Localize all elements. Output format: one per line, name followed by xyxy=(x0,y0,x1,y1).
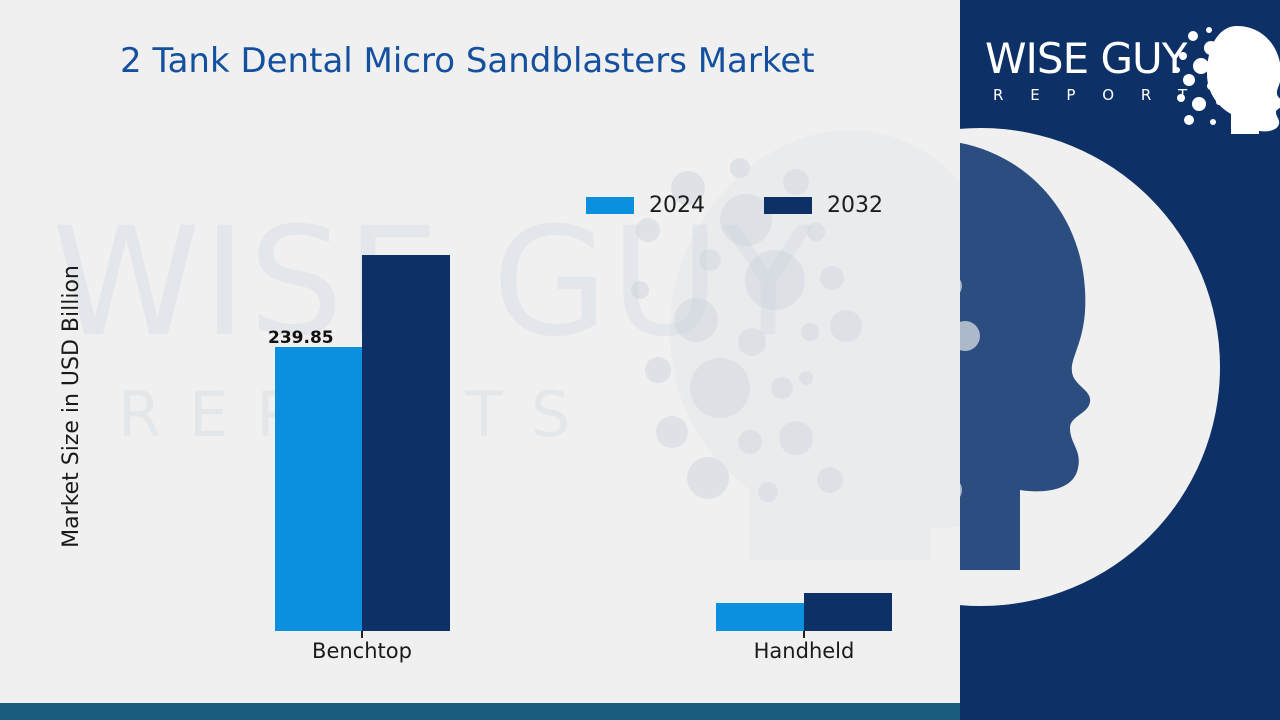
legend-swatch-2032 xyxy=(764,197,812,214)
x-label-benchtop: Benchtop xyxy=(312,639,412,663)
page-title: 2 Tank Dental Micro Sandblasters Market xyxy=(120,41,815,81)
chart-legend: 2024 2032 xyxy=(586,193,883,218)
bar-handheld-2032[interactable] xyxy=(804,593,892,631)
logo-primary-text: WISE GUY xyxy=(985,34,1187,83)
legend-item-2024[interactable]: 2024 xyxy=(586,193,705,218)
bar-benchtop-2032[interactable] xyxy=(362,255,450,631)
bar-value-benchtop-2024: 239.85 xyxy=(268,328,334,348)
y-axis-title-text: Market Size in USD Billion xyxy=(58,264,84,548)
legend-label-2024: 2024 xyxy=(649,193,705,218)
brand-panel xyxy=(960,0,1280,720)
bar-benchtop-2024[interactable] xyxy=(275,347,362,631)
x-tick-handheld xyxy=(803,631,805,638)
y-axis-title: Market Size in USD Billion xyxy=(58,224,84,588)
legend-item-2032[interactable]: 2032 xyxy=(764,193,883,218)
brand-logo: WISE GUY R E P O R T S xyxy=(985,26,1280,134)
panel-dots-pattern-icon xyxy=(960,279,980,497)
bottom-accent-bar xyxy=(0,703,960,720)
legend-label-2032: 2032 xyxy=(827,193,883,218)
legend-swatch-2024 xyxy=(586,197,634,214)
logo-secondary-text: R E P O R T S xyxy=(993,86,1235,104)
logo-head-profile-dots-icon xyxy=(1175,26,1280,134)
bar-handheld-2024[interactable] xyxy=(716,603,804,631)
x-tick-benchtop xyxy=(361,631,363,638)
panel-head-profile-icon xyxy=(960,142,1091,570)
plot-area: 239.85 Benchtop Handheld xyxy=(96,190,940,663)
x-label-handheld: Handheld xyxy=(753,639,855,663)
